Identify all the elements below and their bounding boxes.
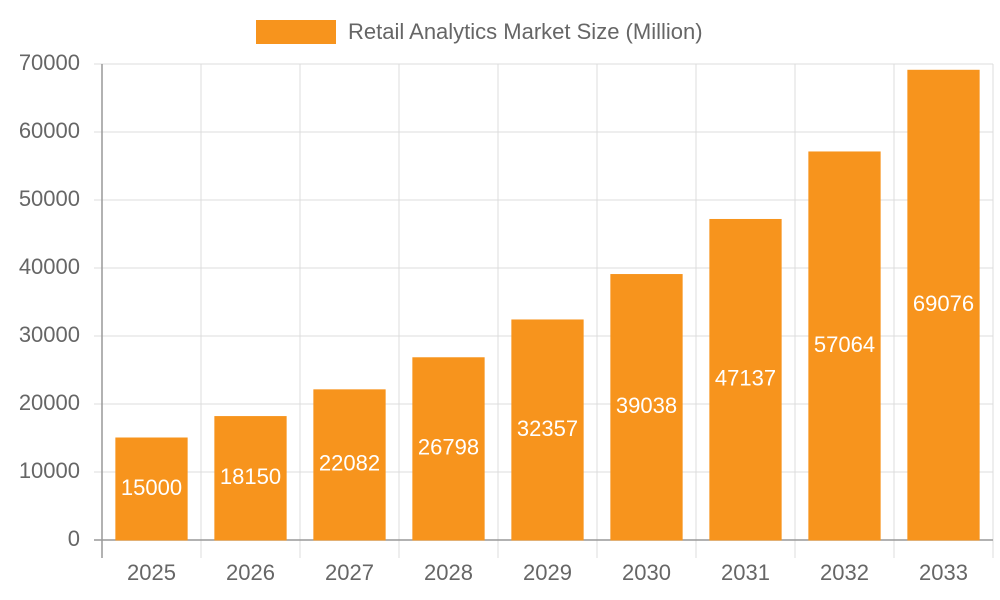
y-tick-label: 60000 [19, 118, 80, 143]
bar [709, 218, 782, 541]
data-label: 32357 [517, 416, 578, 441]
bar [214, 416, 287, 541]
bar [511, 319, 584, 541]
y-tick-label: 40000 [19, 254, 80, 279]
data-label: 15000 [121, 475, 182, 500]
bar [313, 389, 386, 541]
y-tick-label: 70000 [19, 50, 80, 75]
data-label: 39038 [616, 393, 677, 418]
x-tick-label: 2031 [721, 560, 770, 585]
legend-swatch [256, 20, 336, 44]
y-tick-label: 20000 [19, 390, 80, 415]
bar [907, 69, 980, 541]
y-tick-label: 50000 [19, 186, 80, 211]
bar [610, 274, 683, 541]
y-tick-label: 0 [68, 526, 80, 551]
legend-label: Retail Analytics Market Size (Million) [348, 19, 703, 44]
data-label: 22082 [319, 451, 380, 476]
x-tick-label: 2033 [919, 560, 968, 585]
x-tick-label: 2027 [325, 560, 374, 585]
x-tick-label: 2030 [622, 560, 671, 585]
data-label: 18150 [220, 464, 281, 489]
legend: Retail Analytics Market Size (Million) [256, 19, 703, 44]
bar [808, 151, 881, 541]
y-tick-label: 30000 [19, 322, 80, 347]
data-label: 47137 [715, 366, 776, 391]
data-label: 57064 [814, 332, 875, 357]
data-label: 69076 [913, 291, 974, 316]
bar [115, 437, 188, 541]
x-tick-label: 2029 [523, 560, 572, 585]
bar [412, 357, 485, 541]
x-tick-label: 2025 [127, 560, 176, 585]
data-label: 26798 [418, 435, 479, 460]
x-tick-label: 2026 [226, 560, 275, 585]
x-tick-label: 2032 [820, 560, 869, 585]
y-tick-label: 10000 [19, 458, 80, 483]
x-tick-label: 2028 [424, 560, 473, 585]
